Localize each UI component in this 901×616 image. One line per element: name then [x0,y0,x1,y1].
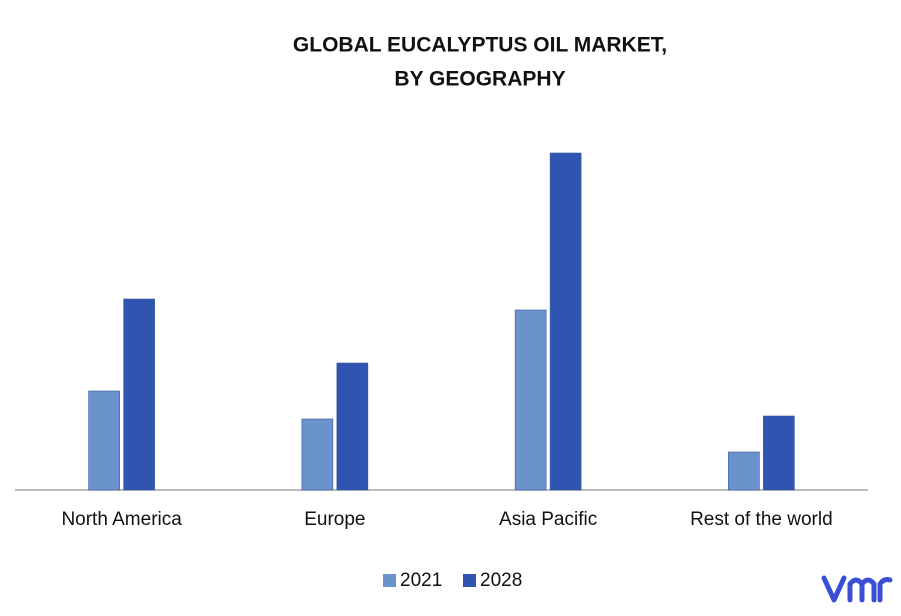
bar [728,451,760,491]
x-tick-label: Rest of the world [690,509,833,530]
bar [763,415,795,491]
x-tick-label: North America [61,509,182,530]
legend-swatch [463,574,476,587]
x-tick-label: Europe [304,509,365,530]
bar [336,362,369,491]
chart-title: GLOBAL EUCALYPTUS OIL MARKET, [293,34,667,57]
bar [301,418,334,491]
legend-swatch [383,574,396,587]
chart-title: BY GEOGRAPHY [394,68,565,91]
bar [549,152,582,491]
bar [123,298,155,491]
logo [821,575,893,603]
legend-label: 2021 [400,570,442,591]
legend-label: 2028 [480,570,522,591]
bar [514,309,547,491]
x-tick-label: Asia Pacific [499,509,597,530]
bar [88,390,120,491]
